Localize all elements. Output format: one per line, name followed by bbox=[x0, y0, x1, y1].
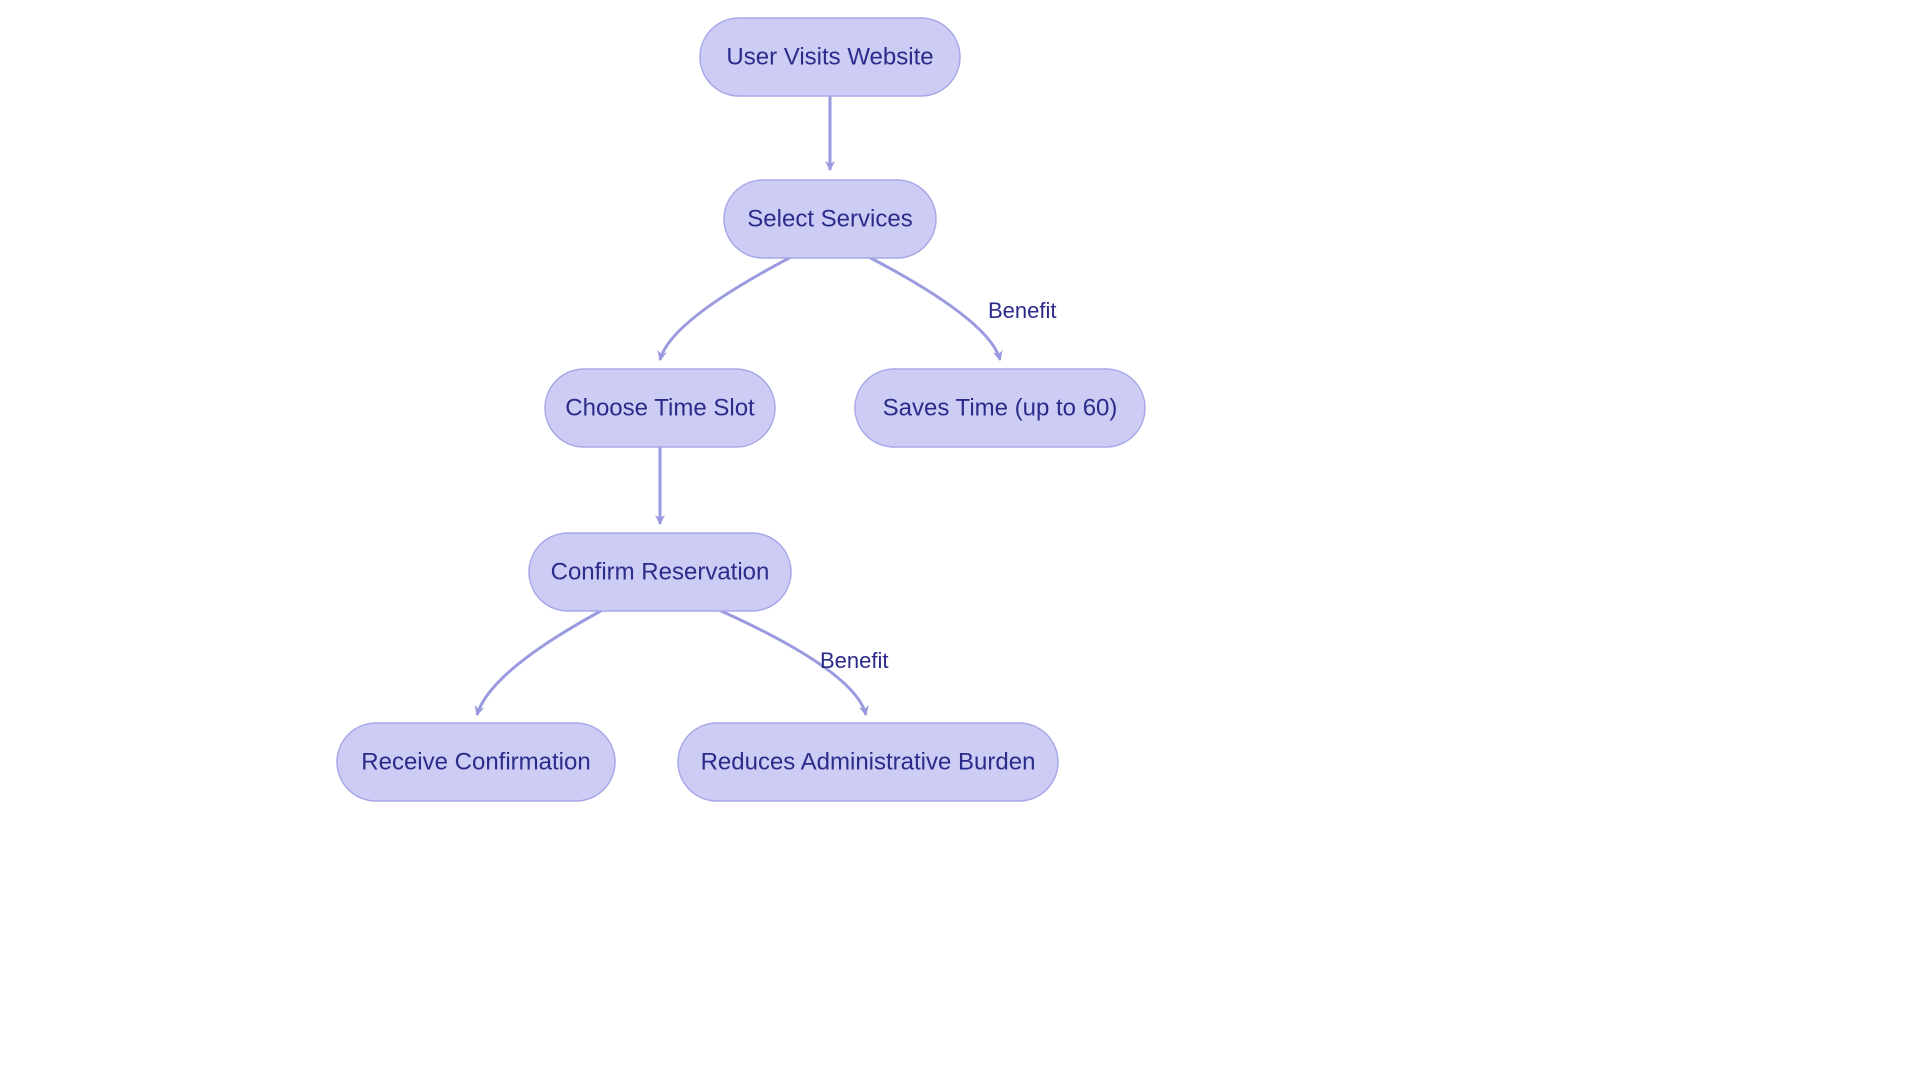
node-label: Reduces Administrative Burden bbox=[701, 748, 1036, 775]
node-label: Select Services bbox=[747, 205, 912, 232]
node-label: Receive Confirmation bbox=[361, 748, 590, 775]
node-n7: Reduces Administrative Burden bbox=[678, 723, 1058, 801]
edge-n5-n7: Benefit bbox=[710, 606, 889, 715]
edge-n2-n3 bbox=[660, 255, 795, 360]
node-n5: Confirm Reservation bbox=[529, 533, 791, 611]
node-label: Choose Time Slot bbox=[565, 394, 755, 421]
edge-path bbox=[865, 255, 1000, 360]
edge-label: Benefit bbox=[820, 648, 889, 673]
node-n6: Receive Confirmation bbox=[337, 723, 615, 801]
edge-n5-n6 bbox=[477, 606, 610, 715]
edge-n2-n4: Benefit bbox=[865, 255, 1057, 360]
node-n4: Saves Time (up to 60) bbox=[855, 369, 1145, 447]
flowchart-diagram: Benefit Benefit User Visits Website Select… bbox=[0, 0, 1920, 1083]
edge-path bbox=[660, 255, 795, 360]
node-label: Saves Time (up to 60) bbox=[883, 394, 1118, 421]
edge-label: Benefit bbox=[988, 298, 1057, 323]
edge-path bbox=[477, 606, 610, 715]
node-label: User Visits Website bbox=[726, 43, 933, 70]
node-n3: Choose Time Slot bbox=[545, 369, 775, 447]
node-label: Confirm Reservation bbox=[551, 558, 770, 585]
node-n1: User Visits Website bbox=[700, 18, 960, 96]
node-n2: Select Services bbox=[724, 180, 936, 258]
